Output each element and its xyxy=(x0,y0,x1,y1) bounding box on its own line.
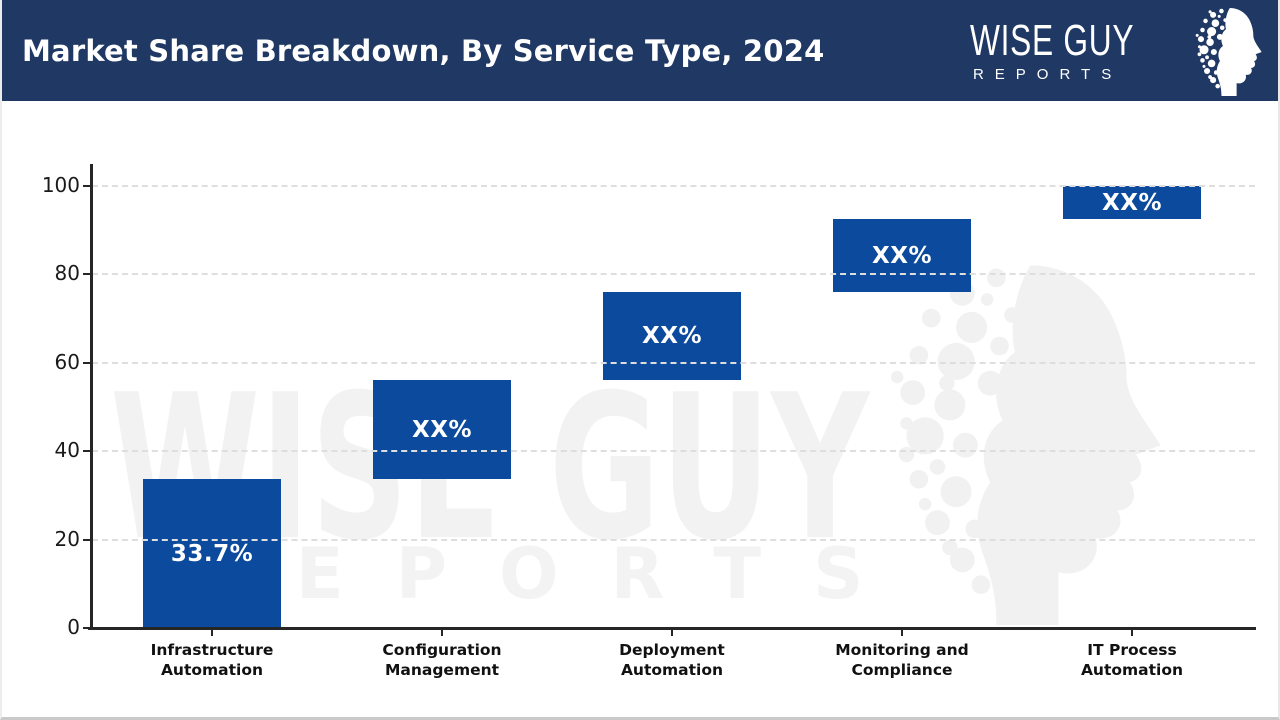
x-axis-label: Deployment Automation xyxy=(619,641,725,679)
y-tick-label: 60 xyxy=(54,349,80,374)
watermark-subtitle: REPORTS xyxy=(190,533,916,615)
bar-value-label: 33.7% xyxy=(170,540,254,567)
bar-configuration-management: XX% xyxy=(373,380,511,480)
bar-deployment-automation: XX% xyxy=(603,292,741,381)
bar-infrastructure-automation: 33.7% xyxy=(143,479,281,628)
bar-it-process-automation: XX% xyxy=(1063,186,1201,220)
logo-text: WISE GUY REPORTS xyxy=(969,16,1198,83)
y-axis-tick xyxy=(83,361,90,364)
bar-value-label: XX% xyxy=(871,242,932,269)
x-axis-label: IT Process Automation xyxy=(1080,641,1184,679)
bar-monitoring-and-compliance: XX% xyxy=(833,219,971,293)
x-axis-label: Configuration Management xyxy=(382,641,502,679)
y-axis-tick xyxy=(83,185,90,187)
x-axis-label: Infrastructure Automation xyxy=(150,641,274,679)
x-axis-tick xyxy=(441,629,443,636)
gridline xyxy=(92,273,1255,276)
y-axis-tick xyxy=(83,273,90,276)
y-tick-label: 40 xyxy=(54,438,80,463)
header: Market Share Breakdown, By Service Type,… xyxy=(2,0,1278,101)
bar-value-label: XX% xyxy=(411,416,472,443)
y-axis-tick xyxy=(83,627,90,629)
gridline xyxy=(92,538,1255,541)
gridline xyxy=(92,450,1255,453)
x-axis-tick xyxy=(1131,629,1133,636)
x-axis-tick xyxy=(901,629,903,636)
logo-subtitle: REPORTS xyxy=(972,66,1123,83)
y-tick-label: 100 xyxy=(41,173,80,197)
logo-wordmark: WISE GUY xyxy=(969,16,1135,65)
logo-face-icon xyxy=(1188,5,1264,96)
gridline xyxy=(92,361,1255,364)
wise-guy-logo: WISE GUY REPORTS xyxy=(970,5,1264,96)
x-axis-tick xyxy=(211,629,213,636)
y-axis-tick xyxy=(83,538,90,541)
bar-value-label: XX% xyxy=(1101,189,1162,216)
y-tick-label: 20 xyxy=(54,526,80,551)
bar-value-label: XX% xyxy=(641,323,702,350)
chart-area: WISE GUY REPORTS 33.7% Infrastructure Aut… xyxy=(2,101,1278,717)
y-axis-tick xyxy=(83,450,90,453)
page-title: Market Share Breakdown, By Service Type,… xyxy=(22,33,825,68)
x-axis xyxy=(88,627,1256,630)
y-tick-label: 80 xyxy=(54,261,80,286)
x-axis-tick xyxy=(671,629,673,636)
y-tick-label: 0 xyxy=(67,615,80,639)
gridline xyxy=(92,185,1255,187)
y-axis xyxy=(90,164,93,630)
x-axis-label: Monitoring and Compliance xyxy=(835,641,969,679)
